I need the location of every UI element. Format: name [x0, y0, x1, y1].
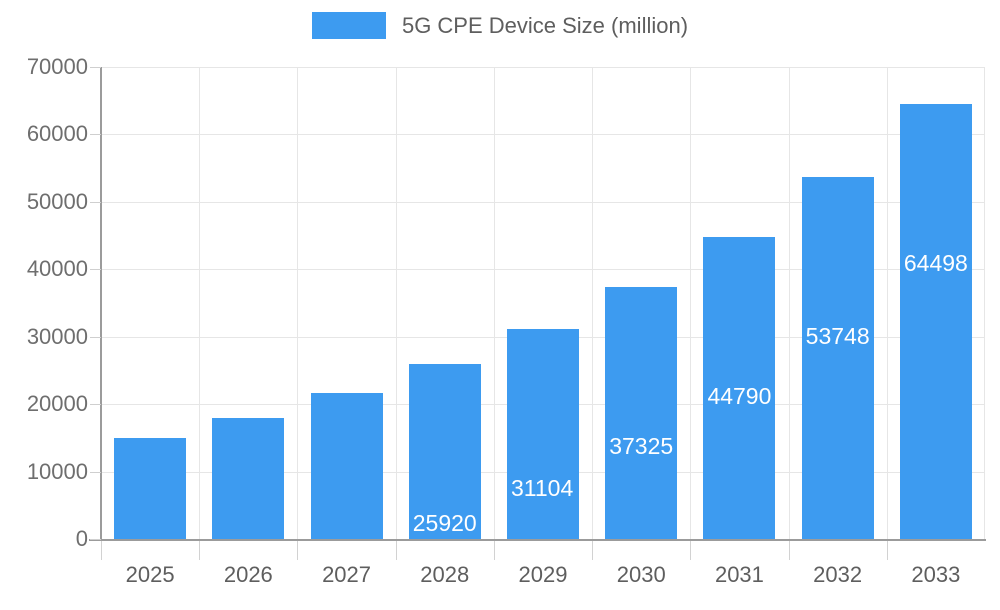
plot-area: 15000 18000 21600 25920 31104 37325 44790 53748… — [101, 67, 985, 608]
x-axis-tick-label: 2032 — [813, 562, 863, 587]
x-axis-tick-label: 2026 — [223, 562, 273, 587]
bar-value-label: 18000 — [216, 563, 281, 590]
x-axis-tick-mark — [887, 541, 888, 560]
y-axis-tick-label: 50000 — [26, 188, 88, 214]
x-axis-tick-mark — [789, 541, 790, 560]
x-axis-tick-mark — [690, 541, 691, 560]
x-axis-tick-label: 2027 — [322, 562, 372, 587]
bar[interactable] — [212, 417, 285, 539]
x-axis-tick-mark — [592, 541, 593, 560]
x-axis-tick-label: 2029 — [518, 562, 568, 587]
bar-value-label: 31104 — [511, 475, 574, 502]
x-axis-tick-label: 2030 — [616, 562, 666, 587]
y-axis-tick-label: 0 — [75, 526, 88, 551]
bar[interactable] — [408, 364, 481, 539]
gridline-vertical — [887, 67, 888, 539]
y-axis-line — [100, 67, 102, 540]
y-axis-tick-label: 20000 — [26, 391, 88, 417]
x-axis-tick-label: 2031 — [714, 562, 764, 587]
chart-legend: 5G CPE Device Size (million) — [0, 12, 1000, 39]
bar[interactable] — [801, 176, 874, 539]
y-axis-tick-mark — [90, 134, 101, 136]
y-axis-tick-label: 30000 — [26, 323, 88, 349]
gridline-horizontal — [101, 67, 985, 68]
gridline-horizontal — [101, 201, 985, 203]
bar-value-label: 53748 — [805, 322, 870, 349]
gridline-vertical — [494, 67, 495, 539]
x-axis-tick-mark — [199, 541, 200, 560]
x-axis-tick-label: 2028 — [420, 562, 470, 587]
y-axis-tick-label: 60000 — [26, 121, 88, 147]
x-axis-tick-mark — [494, 541, 495, 560]
bar[interactable] — [114, 437, 187, 539]
bar-value-label: 25920 — [412, 510, 477, 537]
y-axis-tick-mark — [90, 539, 101, 540]
gridline-horizontal — [101, 269, 985, 271]
bar-value-label: 37325 — [609, 433, 674, 460]
x-axis-tick-mark — [297, 541, 298, 560]
x-axis-tick-label: 2025 — [125, 562, 175, 587]
y-axis-tick-mark — [90, 201, 101, 203]
legend-item-5g-cpe-device-size[interactable]: 5G CPE Device Size (million) — [311, 12, 689, 39]
x-axis-tick-label: 2033 — [911, 562, 961, 587]
bar[interactable] — [605, 287, 678, 539]
bar-value-label: 21600 — [314, 539, 379, 566]
y-axis-tick-mark — [90, 471, 101, 473]
y-axis-tick-mark — [90, 269, 101, 271]
bar[interactable] — [703, 236, 776, 539]
y-axis-tick-label: 40000 — [26, 256, 88, 282]
y-axis-tick-mark — [90, 336, 101, 338]
bar[interactable] — [899, 104, 972, 539]
gridline-vertical — [199, 67, 200, 539]
gridline-vertical — [297, 67, 298, 539]
bar-value-label: 44790 — [707, 382, 772, 409]
x-axis-line — [89, 539, 986, 541]
y-axis-tick-label: 10000 — [26, 458, 88, 484]
legend-color-swatch-icon — [311, 12, 386, 39]
y-axis-tick-label: 70000 — [26, 54, 88, 79]
y-axis-tick-mark — [90, 67, 101, 68]
x-axis-tick-mark — [101, 541, 102, 560]
gridline-vertical — [592, 67, 593, 539]
bar[interactable] — [310, 393, 383, 539]
plot-right-border — [984, 67, 985, 539]
gridline-vertical — [690, 67, 691, 539]
bar-value-label: 15000 — [118, 583, 183, 610]
legend-item-label: 5G CPE Device Size (million) — [401, 13, 689, 38]
y-axis-tick-mark — [90, 404, 101, 406]
gridline-vertical — [789, 67, 790, 539]
bar-value-label: 64498 — [903, 250, 968, 277]
gridline-horizontal — [101, 134, 985, 136]
bar[interactable] — [507, 329, 579, 539]
x-axis-tick-mark — [396, 541, 397, 560]
gridline-vertical — [396, 67, 397, 539]
